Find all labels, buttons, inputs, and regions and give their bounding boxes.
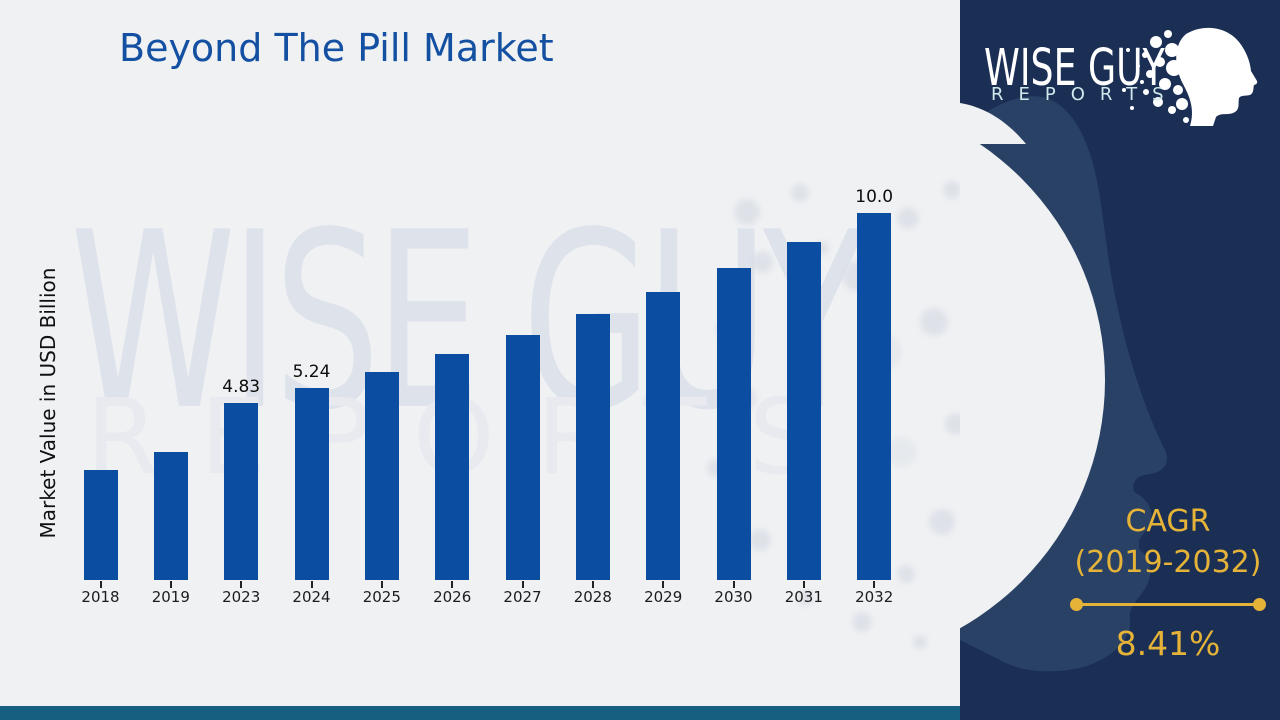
axis-tick-2028 xyxy=(591,581,594,588)
bar-2026 xyxy=(435,354,470,580)
footer-bar xyxy=(0,706,961,720)
line-end-dot-right xyxy=(1253,598,1266,611)
bar-2023 xyxy=(224,403,259,580)
axis-tick-2030 xyxy=(732,581,735,588)
x-tick-label-2029: 2029 xyxy=(644,588,683,606)
bar-2028 xyxy=(575,314,610,580)
bar-2032 xyxy=(857,213,892,580)
axis-tick-2032 xyxy=(873,581,876,588)
x-tick-label-2032: 2032 xyxy=(855,588,894,606)
brand-panel xyxy=(960,0,1280,720)
axis-tick-2026 xyxy=(451,581,454,588)
x-tick-label-2031: 2031 xyxy=(784,588,823,606)
axis-tick-2023 xyxy=(240,581,243,588)
x-tick-label-2023: 2023 xyxy=(222,588,261,606)
x-tick-label-2019: 2019 xyxy=(151,588,190,606)
bar-value-label-2032: 10.0 xyxy=(855,187,894,207)
page-title: Beyond The Pill Market xyxy=(119,26,554,70)
bar-2025 xyxy=(364,372,399,580)
line-end-dot-left xyxy=(1070,598,1083,611)
cagr-block: CAGR (2019-2032) 8.41% xyxy=(1058,505,1278,663)
panel-circle-cutout xyxy=(960,131,1105,629)
panel-wedge xyxy=(960,103,1026,144)
bar-2024 xyxy=(294,388,329,580)
cagr-range: (2019-2032) xyxy=(1074,545,1262,580)
cagr-label: CAGR xyxy=(1125,504,1211,539)
brand-wordmark: WISE GUY xyxy=(984,37,1165,98)
x-tick-label-2024: 2024 xyxy=(292,588,331,606)
x-tick-label-2027: 2027 xyxy=(503,588,542,606)
axis-tick-2029 xyxy=(662,581,665,588)
bar-2027 xyxy=(505,335,540,580)
x-tick-label-2026: 2026 xyxy=(433,588,472,606)
brand-wordmark-sub: REPORTS xyxy=(991,84,1179,105)
bar-chart: 2018 2019 2023 4.83 2024 5.24 2025 2026 2027 2028… xyxy=(81,187,894,606)
bar-2019 xyxy=(153,452,188,580)
bar-2030 xyxy=(716,268,751,580)
bar-2029 xyxy=(646,292,681,580)
brand-head-icon xyxy=(1122,27,1258,126)
x-tick-label-2028: 2028 xyxy=(573,588,612,606)
cagr-value: 8.41% xyxy=(1115,624,1221,663)
cagr-underline xyxy=(1070,598,1266,611)
x-tick-label-2030: 2030 xyxy=(714,588,753,606)
axis-tick-2019 xyxy=(169,581,172,588)
bar-value-label-2024: 5.24 xyxy=(292,362,331,382)
bar-2031 xyxy=(786,242,821,580)
y-axis-label: Market Value in USD Billion xyxy=(36,267,60,539)
x-tick-label-2018: 2018 xyxy=(81,588,120,606)
axis-tick-2024 xyxy=(310,581,313,588)
bar-value-label-2023: 4.83 xyxy=(222,377,261,397)
axis-tick-2031 xyxy=(802,581,805,588)
axis-tick-2027 xyxy=(521,581,524,588)
axis-tick-2018 xyxy=(99,581,102,588)
x-tick-label-2025: 2025 xyxy=(362,588,401,606)
axis-tick-2025 xyxy=(380,581,383,588)
bar-2018 xyxy=(83,470,118,580)
